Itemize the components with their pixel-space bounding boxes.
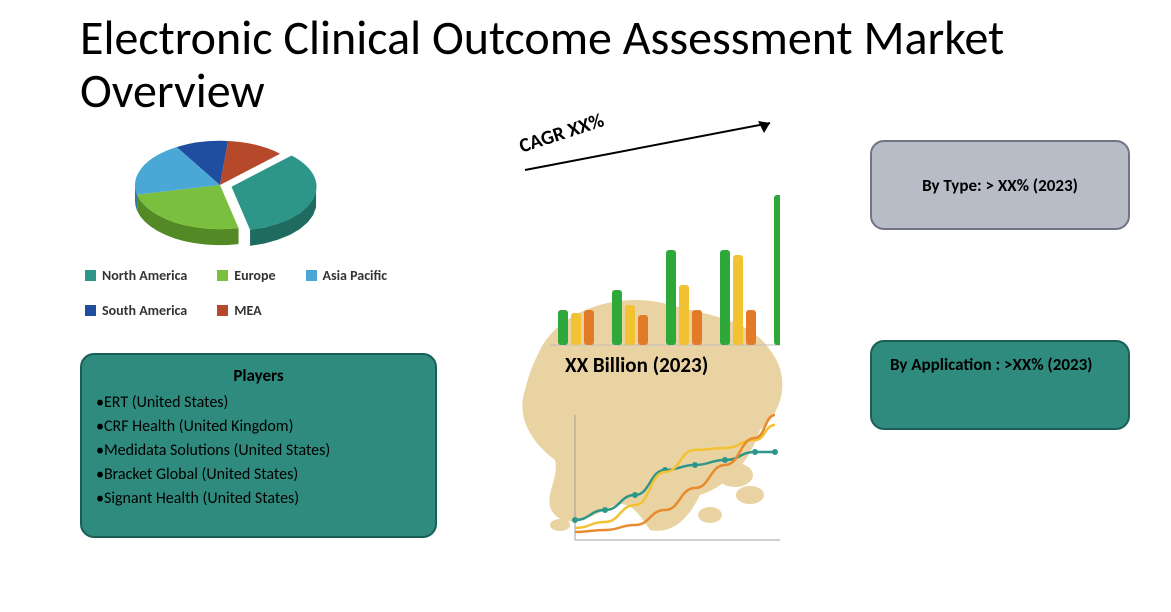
legend-label: North America bbox=[102, 267, 187, 284]
by-type-box: By Type: > XX% (2023) bbox=[870, 140, 1130, 230]
player-item: •ERT (United States) bbox=[96, 391, 421, 415]
legend-item: South America bbox=[85, 302, 187, 319]
legend-item: North America bbox=[85, 267, 187, 284]
player-item: •Bracket Global (United States) bbox=[96, 463, 421, 487]
bar bbox=[746, 310, 756, 345]
legend-item: MEA bbox=[217, 302, 261, 319]
line-chart bbox=[560, 410, 790, 550]
by-type-label: By Type: > XX% (2023) bbox=[922, 175, 1078, 196]
page-title: Electronic Clinical Outcome Assessment M… bbox=[80, 12, 1080, 118]
bar-chart bbox=[550, 185, 780, 350]
legend-label: South America bbox=[102, 302, 187, 319]
by-application-label: By Application : >XX% (2023) bbox=[890, 354, 1092, 375]
bar bbox=[720, 250, 730, 345]
player-item: •CRF Health (United Kingdom) bbox=[96, 415, 421, 439]
bar bbox=[612, 290, 622, 345]
legend-label: Asia Pacific bbox=[323, 267, 388, 284]
legend-label: Europe bbox=[234, 267, 275, 284]
legend-item: Asia Pacific bbox=[306, 267, 388, 284]
legend-swatch-icon bbox=[85, 270, 96, 281]
bar bbox=[666, 250, 676, 345]
legend-swatch-icon bbox=[306, 270, 317, 281]
player-item: •Signant Health (United States) bbox=[96, 487, 421, 511]
bar bbox=[625, 305, 635, 345]
bar bbox=[638, 315, 648, 345]
bar bbox=[774, 195, 780, 345]
legend-swatch-icon bbox=[85, 305, 96, 316]
spline bbox=[575, 415, 775, 532]
players-title: Players bbox=[96, 363, 421, 389]
bar bbox=[679, 285, 689, 345]
players-list: •ERT (United States)•CRF Health (United … bbox=[96, 391, 421, 511]
bar bbox=[558, 310, 568, 345]
player-item: •Medidata Solutions (United States) bbox=[96, 439, 421, 463]
legend-item: Europe bbox=[217, 267, 275, 284]
pie-legend: North America Europe Asia Pacific South Am… bbox=[85, 267, 455, 337]
bar bbox=[692, 310, 702, 345]
bar bbox=[584, 310, 594, 345]
players-panel: Players •ERT (United States)•CRF Health … bbox=[80, 353, 437, 538]
bar bbox=[571, 313, 581, 345]
legend-swatch-icon bbox=[217, 305, 228, 316]
market-size-label: XX Billion (2023) bbox=[565, 352, 708, 378]
legend-label: MEA bbox=[234, 302, 261, 319]
pie-chart bbox=[120, 130, 320, 250]
bar bbox=[733, 255, 743, 345]
center-stage: CAGR XX% XX Billion (2023) bbox=[480, 130, 810, 560]
by-application-box: By Application : >XX% (2023) bbox=[870, 340, 1130, 430]
legend-swatch-icon bbox=[217, 270, 228, 281]
